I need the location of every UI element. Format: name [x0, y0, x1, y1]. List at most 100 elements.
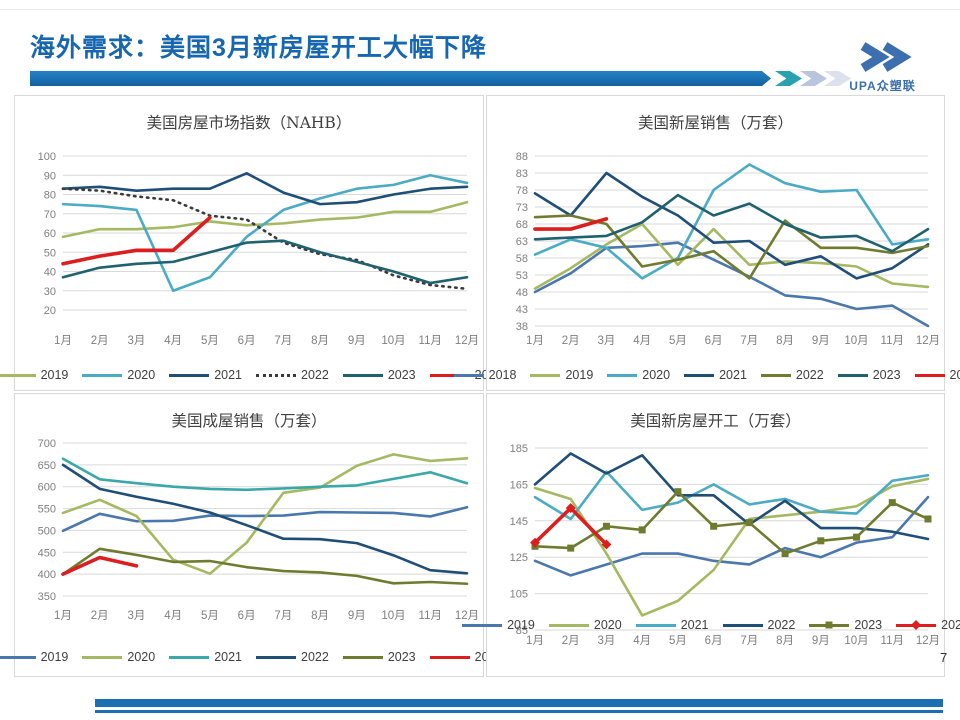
chart-text: 5月 [669, 635, 687, 647]
chart-text: 78 [516, 185, 528, 197]
chart-text: 350 [38, 591, 56, 603]
chart-text: 9月 [348, 610, 366, 622]
series-line-2022 [61, 187, 469, 291]
chart-canvas: 100 90 80 70 60 50 40 30 20 1月 2月 3月 4月 5月 6月 7月 8月 9月 10月… [38, 114, 480, 347]
chart-text: 6月 [705, 335, 723, 347]
slide-top-edge [0, 9, 960, 10]
square-marker [745, 519, 753, 527]
series-line-2021 [61, 172, 469, 206]
series-line-2022 [61, 463, 469, 575]
chart-canvas: 88 83 78 73 68 63 58 53 48 43 38 1月 2月 3月 4月 5月 6月 7月 8月 9月… [516, 114, 940, 347]
chart-text: 10月 [844, 635, 868, 647]
chart-text: 85 [516, 625, 528, 637]
chart-text: 88 [516, 151, 528, 163]
square-marker [710, 522, 718, 530]
chart-nahb-panel: 100 90 80 70 60 50 40 30 20 1月 2月 3月 4月 5月 6月 7月 8月 9月 10月… [0, 95, 502, 391]
chart-text: 68 [516, 219, 528, 231]
series-line-2023 [61, 547, 469, 586]
chart-text: 3月 [128, 610, 146, 622]
series-line-2024 [61, 215, 212, 266]
series-line-2020 [533, 477, 930, 617]
chart-text: 500 [38, 525, 56, 537]
chevron-icon [824, 71, 851, 86]
chart-text: 600 [38, 482, 56, 494]
square-marker [638, 526, 646, 534]
series-line-2020 [61, 453, 469, 576]
chart-text: 8月 [776, 635, 794, 647]
chart-text: 63 [516, 236, 528, 248]
chart-text: 450 [38, 547, 56, 559]
square-marker [781, 550, 789, 558]
chart-text: 83 [516, 168, 528, 180]
chart-text: 400 [38, 569, 56, 581]
chart-text: 11月 [419, 335, 442, 347]
series-line-2022 [533, 214, 930, 280]
chart-text: 5月 [201, 335, 219, 347]
chart-text: 8月 [311, 335, 329, 347]
chart-housing-starts-panel: 185 165 145 125 105 85 1月 2月 3月 4月 5月 6月 7月 8月 9月 10月 11… [462, 393, 960, 677]
series-line-2021 [61, 457, 469, 492]
chart-text: 4月 [633, 335, 651, 347]
chart-text: 7月 [274, 610, 292, 622]
upa-logo-icon [860, 42, 912, 72]
chart-text: 11月 [419, 610, 442, 622]
square-marker [888, 499, 896, 507]
chart-text: 165 [510, 479, 528, 491]
chart-text: 7月 [740, 335, 758, 347]
slide-title: 海外需求：美国3月新房屋开工大幅下降 [30, 34, 487, 62]
chart-text: 2月 [562, 335, 580, 347]
chart-text: 550 [38, 504, 56, 516]
series-line-2019 [533, 222, 930, 290]
chart-text: 2月 [91, 335, 109, 347]
chart-text: 58 [516, 253, 528, 265]
chart-text: 40 [44, 267, 56, 279]
square-marker [674, 488, 682, 496]
chart-text: 105 [510, 589, 528, 601]
chevron-icon [775, 71, 802, 86]
series-line-2023 [61, 239, 469, 285]
legend-label: 2024 [949, 368, 960, 382]
chart-text: 3月 [598, 335, 616, 347]
chart-text: 8月 [776, 335, 794, 347]
square-marker [817, 537, 825, 545]
chart-text: 3月 [128, 335, 146, 347]
chart-text: 11月 [881, 635, 904, 647]
chart-text: 美国房屋市场指数（NAHB） [147, 114, 352, 132]
logo: UPA众塑联 [845, 40, 920, 94]
chart-text: 145 [510, 516, 528, 528]
chart-text: 9月 [812, 635, 830, 647]
chart-text: 30 [44, 286, 56, 298]
series-line-2018 [533, 241, 930, 328]
series-line-2024 [61, 555, 139, 576]
chart-text: 90 [44, 170, 56, 182]
chart-text: 20 [44, 305, 56, 317]
footer-bar [95, 699, 943, 707]
logo-text: UPA众塑联 [849, 79, 916, 93]
chart-new-home-sales-panel: 88 83 78 73 68 63 58 53 48 43 38 1月 2月 3月 4月 5月 6月 7月 8月 9月… [453, 95, 960, 391]
square-marker [602, 522, 610, 530]
chart-text: 10月 [381, 335, 405, 347]
series-line-2021 [533, 171, 930, 280]
chart-text: 48 [516, 287, 528, 299]
chart-text: 6月 [238, 335, 256, 347]
chart-text: 4月 [164, 610, 182, 622]
series-line-2024 [533, 217, 609, 231]
chart-text: 38 [516, 321, 528, 333]
square-marker [567, 544, 575, 552]
chart-text: 11月 [881, 335, 904, 347]
footer-line [95, 710, 943, 713]
chart-text: 1月 [54, 610, 72, 622]
chart-text: 5月 [201, 610, 219, 622]
series-line-2023 [533, 193, 930, 253]
chart-text: 10月 [844, 335, 868, 347]
chart-text: 美国成屋销售（万套） [171, 412, 326, 430]
chart-text: 10月 [381, 610, 405, 622]
chart-text: 700 [38, 438, 56, 450]
chart-text: 1月 [526, 335, 544, 347]
series-line-2022 [533, 452, 930, 541]
chart-text: 1月 [526, 635, 544, 647]
chart-text: 7月 [740, 635, 758, 647]
series-line-2019 [533, 495, 930, 577]
chart-text: 2月 [91, 610, 109, 622]
